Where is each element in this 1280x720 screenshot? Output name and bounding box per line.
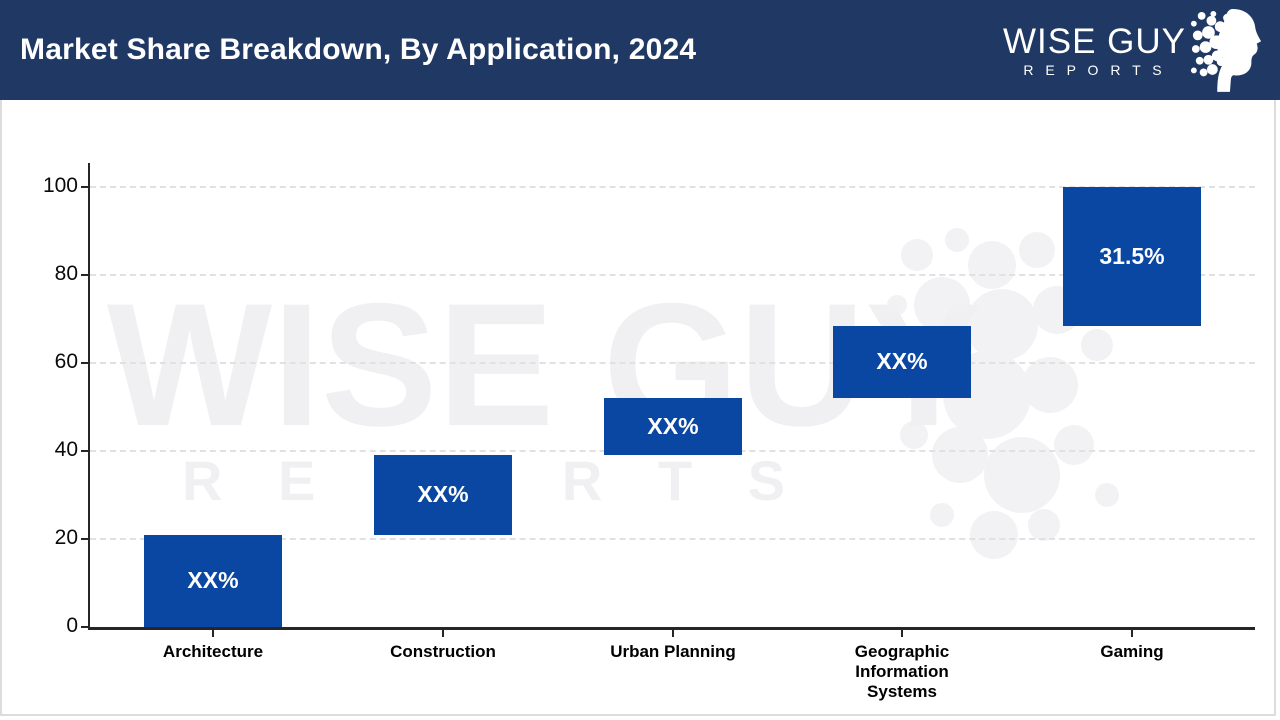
x-tick-geographic-information-systems	[901, 630, 903, 637]
watermark-head-dots	[873, 228, 1119, 559]
chart-title: Market Share Breakdown, By Application, …	[20, 33, 697, 66]
bar-architecture: XX%	[144, 534, 282, 627]
x-tick-gaming	[1131, 630, 1133, 637]
y-tick-0	[81, 626, 90, 628]
y-tick-60	[81, 362, 90, 364]
x-tick-construction	[442, 630, 444, 637]
gridline-80	[90, 274, 1255, 276]
y-tick-label-100: 100	[42, 174, 78, 197]
x-label-gaming: Gaming	[1100, 642, 1164, 661]
logo-head-icon	[1190, 9, 1262, 92]
x-tick-urban-planning	[672, 630, 674, 637]
bar-label-gaming: 31.5%	[1099, 242, 1165, 269]
y-tick-20	[81, 538, 90, 540]
x-tick-architecture	[212, 630, 214, 637]
header-bar: Market Share Breakdown, By Application, …	[0, 0, 1280, 100]
y-tick-label-0: 0	[66, 614, 78, 637]
x-axis	[88, 627, 1255, 630]
y-tick-label-40: 40	[54, 438, 78, 461]
bar-label-construction: XX%	[417, 481, 469, 508]
gridline-100	[90, 186, 1255, 188]
y-tick-label-80: 80	[54, 262, 78, 285]
bar-label-architecture: XX%	[187, 567, 239, 594]
bar-construction: XX%	[374, 455, 512, 535]
brand-logo: WISE GUY R E P O R T S	[1003, 6, 1266, 94]
bar-geographic-information-systems: XX%	[833, 325, 971, 399]
y-tick-40	[81, 450, 90, 452]
chart-area: WISE GUY R E P O R T S 020406080100XX%Ar…	[0, 100, 1276, 716]
logo-text-wiseguy: WISE GUY	[1002, 21, 1186, 61]
brand-wordmark: WISE GUY R E P O R T S	[1003, 24, 1186, 77]
gridline-20	[90, 538, 1255, 540]
y-axis	[88, 163, 90, 630]
bar-label-geographic-information-systems: XX%	[876, 348, 928, 375]
y-tick-80	[81, 274, 90, 276]
bar-label-urban-planning: XX%	[647, 413, 699, 440]
x-label-urban-planning: Urban Planning	[610, 642, 736, 661]
logo-text-reports: R E P O R T S	[1023, 61, 1166, 78]
gridline-60	[90, 362, 1255, 364]
y-tick-label-20: 20	[54, 526, 78, 549]
bar-urban-planning: XX%	[604, 398, 742, 456]
bar-gaming: 31.5%	[1063, 187, 1201, 326]
plot: 0 20 40 60 80 100 XX% Architecture XX% Constructi…	[2, 100, 1274, 712]
y-tick-100	[81, 186, 90, 188]
x-label-construction: Construction	[390, 642, 496, 661]
y-tick-label-60: 60	[54, 350, 78, 373]
x-label-architecture: Architecture	[162, 642, 264, 661]
x-label-geographic-information-systems: Geographic Information Systems	[854, 642, 950, 702]
